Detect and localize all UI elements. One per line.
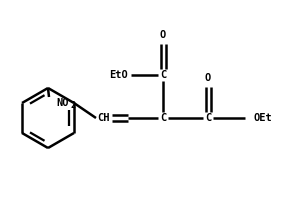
Text: 2: 2	[71, 101, 75, 111]
Text: OEt: OEt	[253, 113, 272, 123]
Text: C: C	[160, 70, 166, 80]
Text: NO: NO	[57, 98, 69, 108]
Text: C: C	[160, 113, 166, 123]
Text: O: O	[205, 73, 211, 83]
Text: EtO: EtO	[109, 70, 128, 80]
Text: C: C	[205, 113, 211, 123]
Text: CH: CH	[97, 113, 109, 123]
Text: O: O	[160, 30, 166, 40]
